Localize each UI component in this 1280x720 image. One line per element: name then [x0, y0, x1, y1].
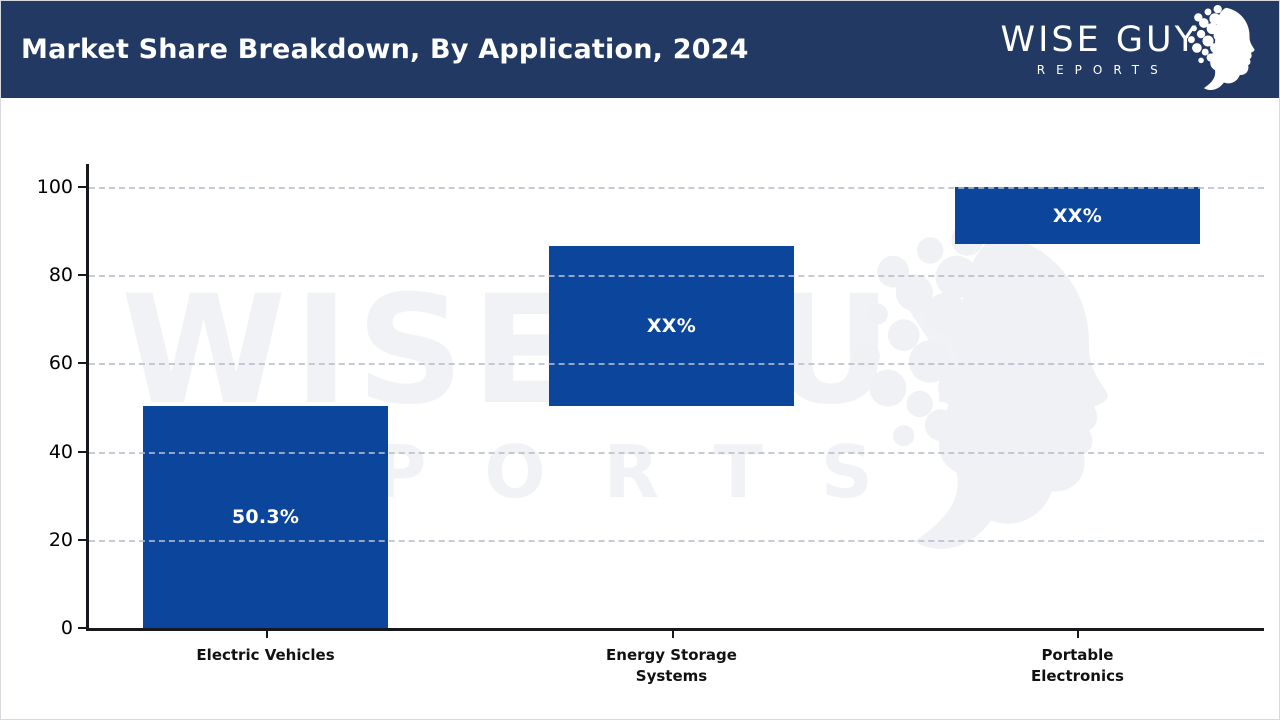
x-tick-mark [265, 631, 268, 638]
y-tick-mark [78, 274, 86, 277]
y-tick-label: 20 [48, 528, 73, 551]
header-bar: Market Share Breakdown, By Application, … [1, 1, 1279, 98]
x-tick-label-3: Portable Electronics [1030, 646, 1124, 685]
y-tick-mark [78, 538, 86, 541]
logo-head-icon [1187, 4, 1255, 90]
y-tick-mark [78, 627, 86, 629]
logo-wordmark-line1: WISE GUY [1000, 19, 1199, 60]
logo-wordmark: WISE GUY REPORTS [1000, 19, 1199, 77]
plot-area: 50.3% XX% XX% [89, 164, 1264, 628]
x-tick-mark [671, 631, 674, 638]
y-tick-mark [78, 185, 86, 188]
x-tick-label-1: Electric Vehicles [196, 646, 335, 664]
logo-wordmark-line2: REPORTS [1036, 62, 1169, 77]
bar-value-label: 50.3% [231, 506, 300, 529]
y-tick-label: 60 [48, 352, 73, 375]
y-tick-mark [78, 362, 86, 365]
page-title: Market Share Breakdown, By Application, … [21, 34, 749, 65]
bar-value-label: XX% [646, 315, 697, 338]
y-tick-label: 0 [60, 617, 73, 639]
x-tick-mark [1077, 631, 1080, 638]
y-axis-line [86, 164, 89, 631]
bar-value-label: XX% [1052, 204, 1103, 227]
chart-area: WISE GUY REPORTS 50.3% XX% XX% 0 20 40 60 80 10… [1, 98, 1279, 719]
wise-guy-reports-logo: WISE GUY REPORTS [1000, 4, 1269, 95]
x-axis-line [86, 628, 1264, 631]
y-tick-mark [78, 450, 86, 453]
bar-3: XX% [954, 186, 1200, 245]
y-tick-label: 100 [36, 175, 73, 198]
bar-1: 50.3% [143, 406, 389, 628]
y-tick-label: 40 [48, 440, 73, 463]
bar-2: XX% [549, 246, 794, 407]
x-tick-label-2: Energy Storage Systems [606, 646, 737, 685]
y-tick-label: 80 [48, 264, 73, 287]
